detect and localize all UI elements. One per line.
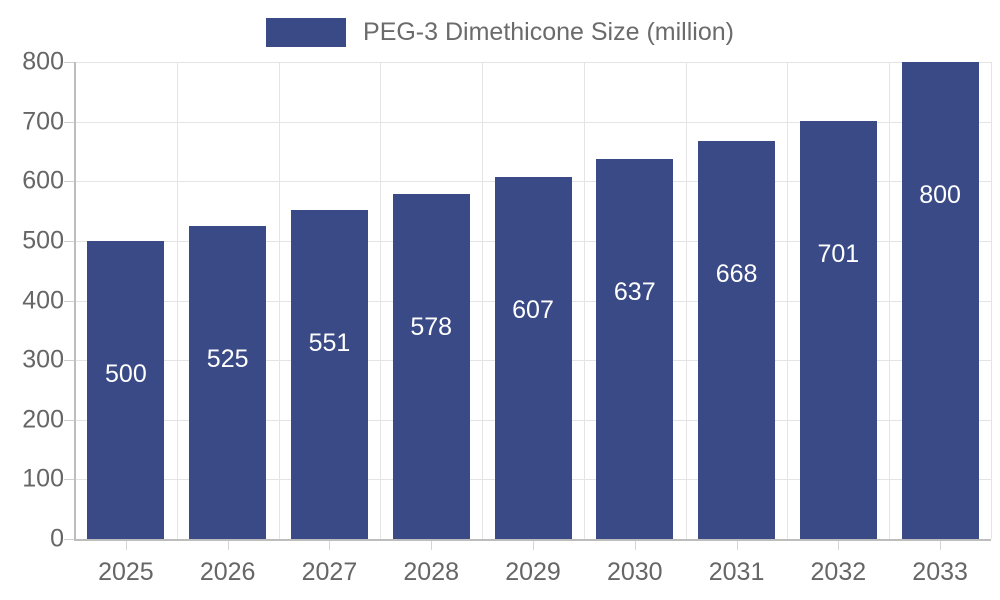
x-tick-mark (329, 541, 331, 550)
y-axis-tick-label: 400 (22, 286, 64, 314)
x-axis-tick-label: 2031 (708, 558, 765, 586)
bar[interactable] (392, 194, 470, 539)
x-tick-mark (736, 541, 738, 550)
x-tick-mark (125, 541, 127, 550)
y-axis-tick-label: 200 (22, 405, 64, 434)
y-axis-tick-label: 0 (50, 524, 64, 553)
bar-value-label: 551 (308, 329, 351, 358)
bar-value-label: 578 (410, 313, 453, 342)
x-gridline (380, 62, 381, 539)
y-axis-tick-label: 600 (22, 166, 64, 195)
x-tick-mark (431, 541, 433, 550)
bar-value-label: 800 (919, 181, 961, 209)
y-tick-mark (64, 62, 74, 63)
bar[interactable] (901, 62, 979, 539)
x-gridline (991, 62, 992, 539)
x-axis-tick-label: 2027 (301, 558, 358, 586)
y-tick-mark (64, 181, 74, 183)
bar-value-label: 668 (715, 259, 758, 288)
y-tick-mark (64, 121, 74, 123)
x-gridline (584, 62, 585, 539)
bar-value-label: 525 (206, 344, 249, 373)
bar-value-label: 607 (512, 296, 554, 325)
y-axis-tick-label: 300 (22, 345, 64, 374)
x-gridline (686, 62, 687, 539)
y-tick-mark (64, 240, 74, 242)
x-axis-line (74, 539, 991, 541)
y-tick-mark (64, 479, 74, 481)
bar[interactable] (290, 210, 368, 539)
y-gridline (75, 121, 991, 123)
x-tick-mark (533, 541, 534, 550)
y-gridline (75, 62, 991, 63)
bar-value-label: 500 (105, 359, 147, 388)
y-tick-mark (64, 360, 74, 362)
x-tick-mark (634, 541, 636, 550)
legend-color-swatch (266, 17, 347, 47)
x-gridline (482, 62, 483, 539)
y-axis-tick-label: 100 (22, 464, 64, 493)
bar[interactable] (189, 225, 267, 539)
x-axis-tick-label: 2033 (912, 558, 968, 586)
bar[interactable] (698, 140, 776, 539)
bar-value-label: 637 (613, 278, 656, 307)
legend-label: PEG-3 Dimethicone Size (million) (363, 17, 734, 46)
y-axis-line (74, 62, 76, 540)
x-axis-tick-label: 2025 (98, 558, 154, 586)
x-axis-tick-label: 2029 (505, 558, 561, 586)
x-tick-mark (227, 541, 229, 550)
y-tick-mark (64, 300, 74, 302)
y-tick-mark (64, 419, 74, 421)
x-gridline (177, 62, 178, 539)
x-axis-tick-label: 2032 (810, 558, 867, 586)
x-gridline (889, 62, 890, 539)
y-axis-tick-label: 500 (22, 226, 64, 255)
x-tick-mark (838, 541, 840, 550)
y-tick-mark (64, 539, 74, 540)
bar[interactable] (799, 121, 877, 539)
chart-legend: PEG-3 Dimethicone Size (million) (0, 14, 1000, 50)
x-tick-mark (940, 541, 942, 550)
x-axis-tick-label: 2030 (606, 558, 663, 586)
bar[interactable] (596, 159, 674, 539)
plot-area (75, 62, 992, 540)
x-gridline (279, 62, 280, 539)
x-gridline (787, 62, 788, 539)
y-axis-tick-label: 800 (22, 47, 64, 76)
y-axis-tick-label: 700 (22, 107, 64, 136)
bar[interactable] (87, 240, 165, 539)
x-axis-tick-label: 2028 (403, 558, 460, 586)
bar[interactable] (494, 177, 572, 539)
x-axis-tick-label: 2026 (199, 558, 256, 586)
bar-value-label: 701 (817, 240, 860, 269)
